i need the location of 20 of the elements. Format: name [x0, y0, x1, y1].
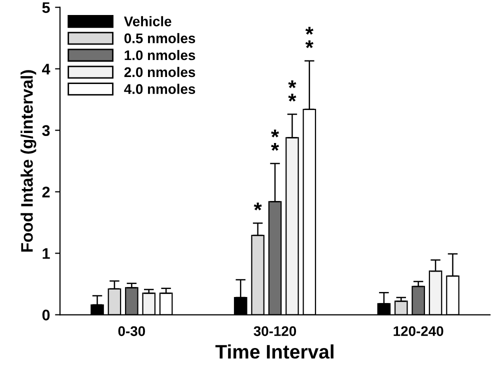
data-label: *: [254, 202, 262, 210]
legend-label: 2.0 nmoles: [124, 66, 196, 78]
y-axis-title: Food Intake (g/interval): [20, 70, 36, 252]
y-tick-label: 1: [42, 248, 50, 259]
y-tick-label: 5: [42, 2, 50, 14]
x-tick-label: 0-30: [118, 326, 145, 336]
legend-label: 4.0 nmoles: [124, 84, 196, 94]
y-tick-label: 4: [42, 64, 50, 74]
x-tick-label: 120-240: [394, 326, 444, 336]
data-label: * *: [271, 130, 280, 151]
legend-label: 0.5 nmoles: [124, 33, 196, 44]
legend-label: 1.0 nmoles: [124, 50, 196, 60]
y-tick-label: 0: [42, 310, 50, 320]
x-axis-title: Time Interval: [215, 344, 334, 359]
data-label: * *: [305, 26, 314, 48]
y-tick-label: 2: [42, 186, 50, 198]
data-label: * *: [288, 80, 296, 102]
y-tick-label: 3: [42, 125, 50, 136]
x-tick-label: 30-120: [254, 326, 296, 336]
legend-label: Vehicle: [124, 16, 172, 26]
